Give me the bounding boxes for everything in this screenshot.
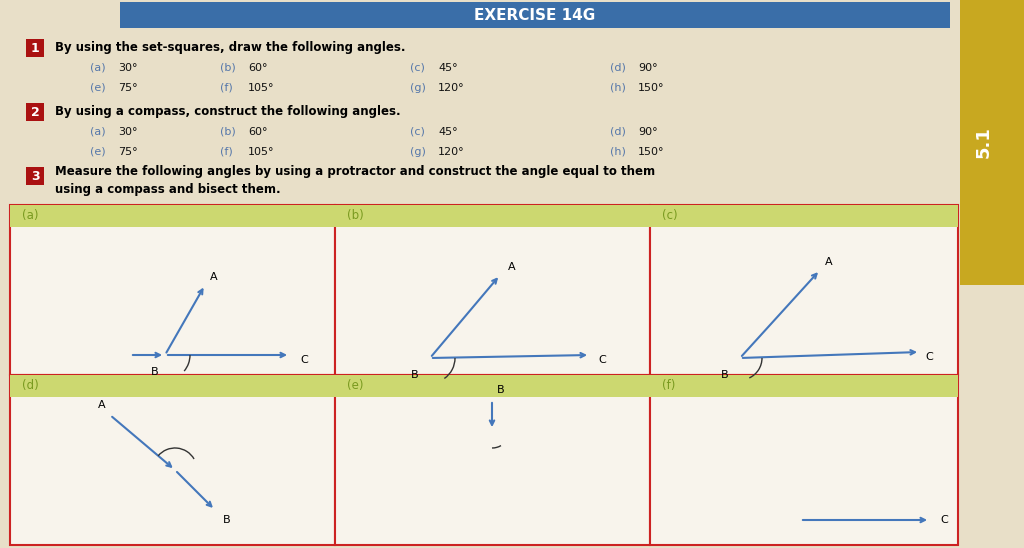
Text: C: C [940,515,948,525]
Text: (d): (d) [610,63,626,73]
Text: A: A [825,257,833,267]
Text: 45°: 45° [438,127,458,137]
Text: (e): (e) [90,147,105,157]
Text: (h): (h) [610,147,626,157]
Text: B: B [497,385,505,395]
Text: C: C [300,355,308,365]
Text: A: A [508,262,516,272]
Text: 120°: 120° [438,147,465,157]
Bar [650,375,958,397]
Text: (b): (b) [220,127,236,137]
Text: B: B [721,370,729,380]
Text: 5.1: 5.1 [975,127,993,158]
Bar [10,205,335,375]
Bar [10,205,335,227]
Text: 60°: 60° [248,127,267,137]
Text: C: C [598,355,606,365]
Text: Measure the following angles by using a protractor and construct the angle equal: Measure the following angles by using a … [55,165,655,179]
Text: A: A [210,272,218,282]
Text: 45°: 45° [438,63,458,73]
Bar [335,375,650,397]
Text: 1: 1 [31,42,39,54]
Text: (a): (a) [90,127,105,137]
Text: C: C [925,352,933,362]
Text: 60°: 60° [248,63,267,73]
Text: 30°: 30° [118,63,137,73]
Text: 90°: 90° [638,63,657,73]
Text: B: B [223,515,230,525]
Text: 3: 3 [31,169,39,182]
Text: 150°: 150° [638,83,665,93]
Text: using a compass and bisect them.: using a compass and bisect them. [55,184,281,197]
Text: B: B [412,370,419,380]
Bar [26,39,44,57]
Text: (d): (d) [22,380,39,392]
Text: (f): (f) [220,147,232,157]
Bar [26,167,44,185]
Text: By using the set-squares, draw the following angles.: By using the set-squares, draw the follo… [55,42,406,54]
Text: (c): (c) [662,209,678,222]
Bar [10,375,335,545]
Text: EXERCISE 14G: EXERCISE 14G [474,8,596,22]
Text: (f): (f) [662,380,676,392]
Bar [120,2,950,28]
Text: 105°: 105° [248,83,274,93]
Text: (a): (a) [22,209,39,222]
Text: (g): (g) [410,147,426,157]
Text: 75°: 75° [118,147,137,157]
Text: 90°: 90° [638,127,657,137]
Text: (c): (c) [410,63,425,73]
Text: (c): (c) [410,127,425,137]
Text: (a): (a) [90,63,105,73]
Text: 75°: 75° [118,83,137,93]
Text: 105°: 105° [248,147,274,157]
Text: (g): (g) [410,83,426,93]
Text: (e): (e) [90,83,105,93]
Text: (b): (b) [347,209,364,222]
Bar [650,205,958,375]
Text: 120°: 120° [438,83,465,93]
Text: (e): (e) [347,380,364,392]
Text: (h): (h) [610,83,626,93]
Text: B: B [152,367,159,377]
Text: By using a compass, construct the following angles.: By using a compass, construct the follow… [55,106,400,118]
Text: 150°: 150° [638,147,665,157]
Bar [26,103,44,121]
Text: (d): (d) [610,127,626,137]
Text: A: A [98,400,105,410]
Bar [335,205,650,375]
Text: (f): (f) [220,83,232,93]
Text: (b): (b) [220,63,236,73]
Text: 30°: 30° [118,127,137,137]
Bar [335,205,650,227]
Bar [335,375,650,545]
Bar [650,375,958,545]
Text: 2: 2 [31,106,39,118]
Bar [961,0,1024,285]
Bar [650,205,958,227]
Bar [10,375,335,397]
